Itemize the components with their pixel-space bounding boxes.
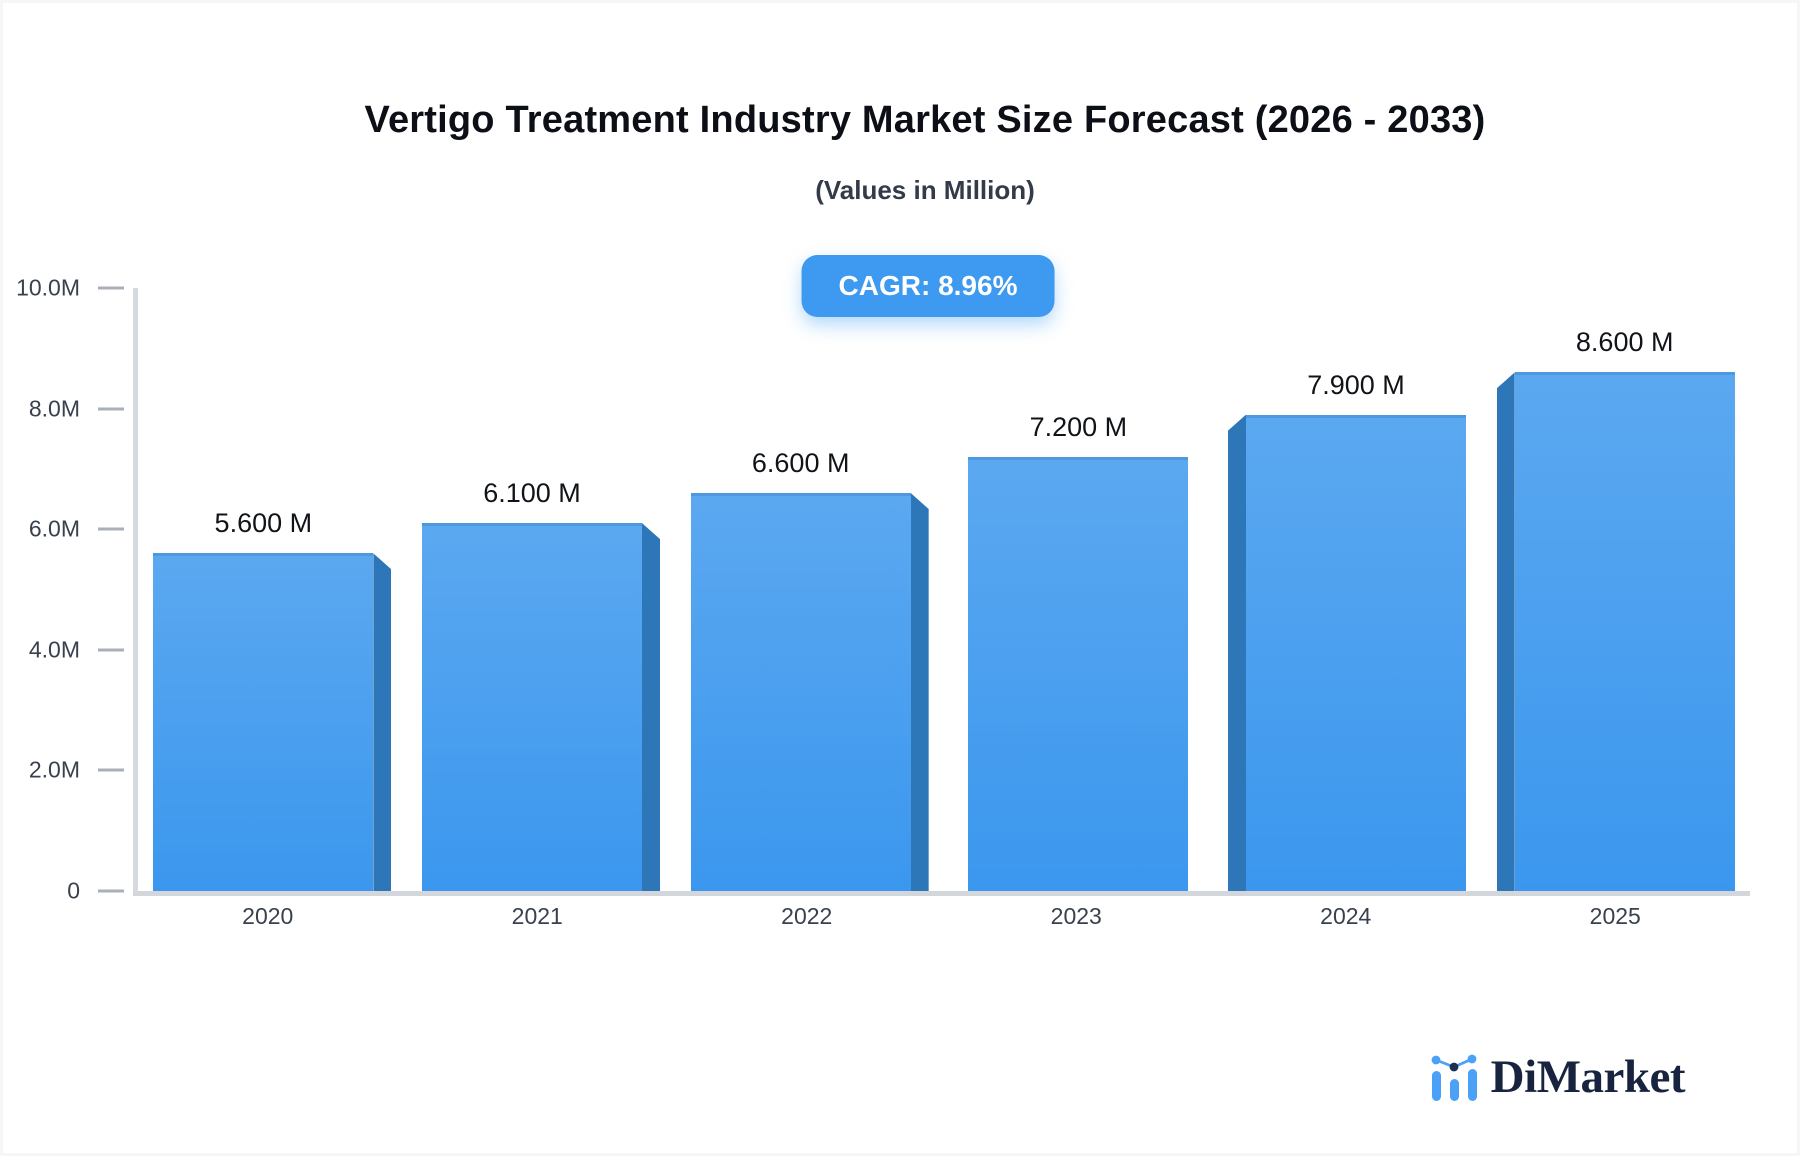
y-tick: 8.0M — [29, 395, 133, 422]
bar-value-label: 6.600 M — [751, 448, 850, 479]
bar[interactable] — [690, 493, 911, 891]
bar-3d-side — [642, 523, 660, 891]
y-tick: 0 — [67, 878, 133, 905]
y-axis-line — [133, 288, 138, 891]
y-tick-label: 6.0M — [28, 515, 80, 542]
brand-logo-text: DiMarket — [1490, 1050, 1686, 1103]
x-axis-label: 2022 — [781, 903, 833, 929]
cagr-badge: CAGR: 8.96% — [801, 255, 1055, 317]
brand-logo: DiMarket — [1430, 1050, 1686, 1103]
y-tick-label: 0 — [67, 877, 80, 904]
brand-logo-icon — [1431, 1054, 1477, 1101]
chart-title: Vertigo Treatment Industry Market Size F… — [364, 99, 1486, 141]
y-tick-mark — [98, 407, 124, 411]
y-tick: 6.0M — [29, 516, 133, 543]
x-axis-line — [133, 891, 1750, 896]
bar[interactable] — [1246, 414, 1467, 891]
y-axis: 0 2.0M 4.0M 6.0M 8.0M 10.0M — [3, 275, 133, 904]
bar[interactable] — [1514, 372, 1735, 891]
bar-slot: 5.600 M — [138, 288, 407, 891]
x-axis-label: 2020 — [242, 903, 294, 929]
y-tick-mark — [98, 286, 124, 290]
x-axis-label: 2025 — [1589, 903, 1641, 929]
bar-group: 8.600 M — [1496, 327, 1735, 891]
bar-value-label: 8.600 M — [1575, 327, 1674, 358]
y-tick: 4.0M — [29, 636, 133, 663]
bar-3d-side — [1496, 372, 1515, 891]
cagr-label: CAGR: 8.96% — [838, 270, 1018, 301]
y-tick-label: 4.0M — [28, 636, 80, 663]
x-axis-label: 2021 — [511, 903, 563, 929]
y-tick-label: 10.0M — [16, 274, 80, 301]
x-axis-label: 2024 — [1320, 903, 1372, 929]
bar-3d-side — [910, 493, 929, 891]
y-tick: 2.0M — [29, 757, 133, 784]
plot-area: 5.600 M 6.100 M 6.600 M 7.200 M 7.900 M 8.600… — [133, 288, 1750, 896]
bar-group: 5.600 M — [153, 508, 392, 891]
bar-3d-side — [1228, 414, 1247, 891]
bar-value-label: 7.200 M — [1029, 411, 1128, 442]
bars-container: 5.600 M 6.100 M 6.600 M 7.200 M 7.900 M 8.600… — [138, 288, 1750, 891]
y-tick-label: 2.0M — [28, 756, 80, 783]
bar-group: 6.100 M — [422, 478, 660, 891]
bar-group: 6.600 M — [690, 448, 929, 891]
y-tick-mark — [98, 648, 124, 652]
bar-value-label: 5.600 M — [214, 508, 313, 539]
bar[interactable] — [968, 456, 1189, 891]
x-axis-label: 2023 — [1050, 903, 1102, 929]
bar-value-label: 7.900 M — [1307, 369, 1405, 400]
bar[interactable] — [422, 523, 642, 891]
x-axis-labels: 2020 2021 2022 2023 2024 2025 — [133, 903, 1750, 930]
bar-slot: 8.600 M — [1481, 288, 1750, 891]
chart-subtitle: (Values in Million) — [815, 175, 1035, 205]
bar-slot: 7.200 M — [944, 288, 1213, 891]
y-tick-label: 8.0M — [28, 395, 80, 422]
bar-group: 7.200 M — [968, 412, 1189, 891]
bar-value-label: 6.100 M — [483, 478, 581, 509]
y-tick: 10.0M — [16, 275, 133, 302]
bar-slot: 6.600 M — [675, 288, 944, 891]
bar[interactable] — [153, 553, 374, 891]
bar-slot: 6.100 M — [407, 288, 676, 891]
y-tick-mark — [98, 889, 124, 893]
y-tick-mark — [98, 527, 124, 531]
y-tick-mark — [98, 768, 124, 772]
bar-slot: 7.900 M — [1213, 288, 1482, 891]
bar-group: 7.900 M — [1228, 370, 1467, 891]
bar-3d-side — [373, 553, 392, 891]
